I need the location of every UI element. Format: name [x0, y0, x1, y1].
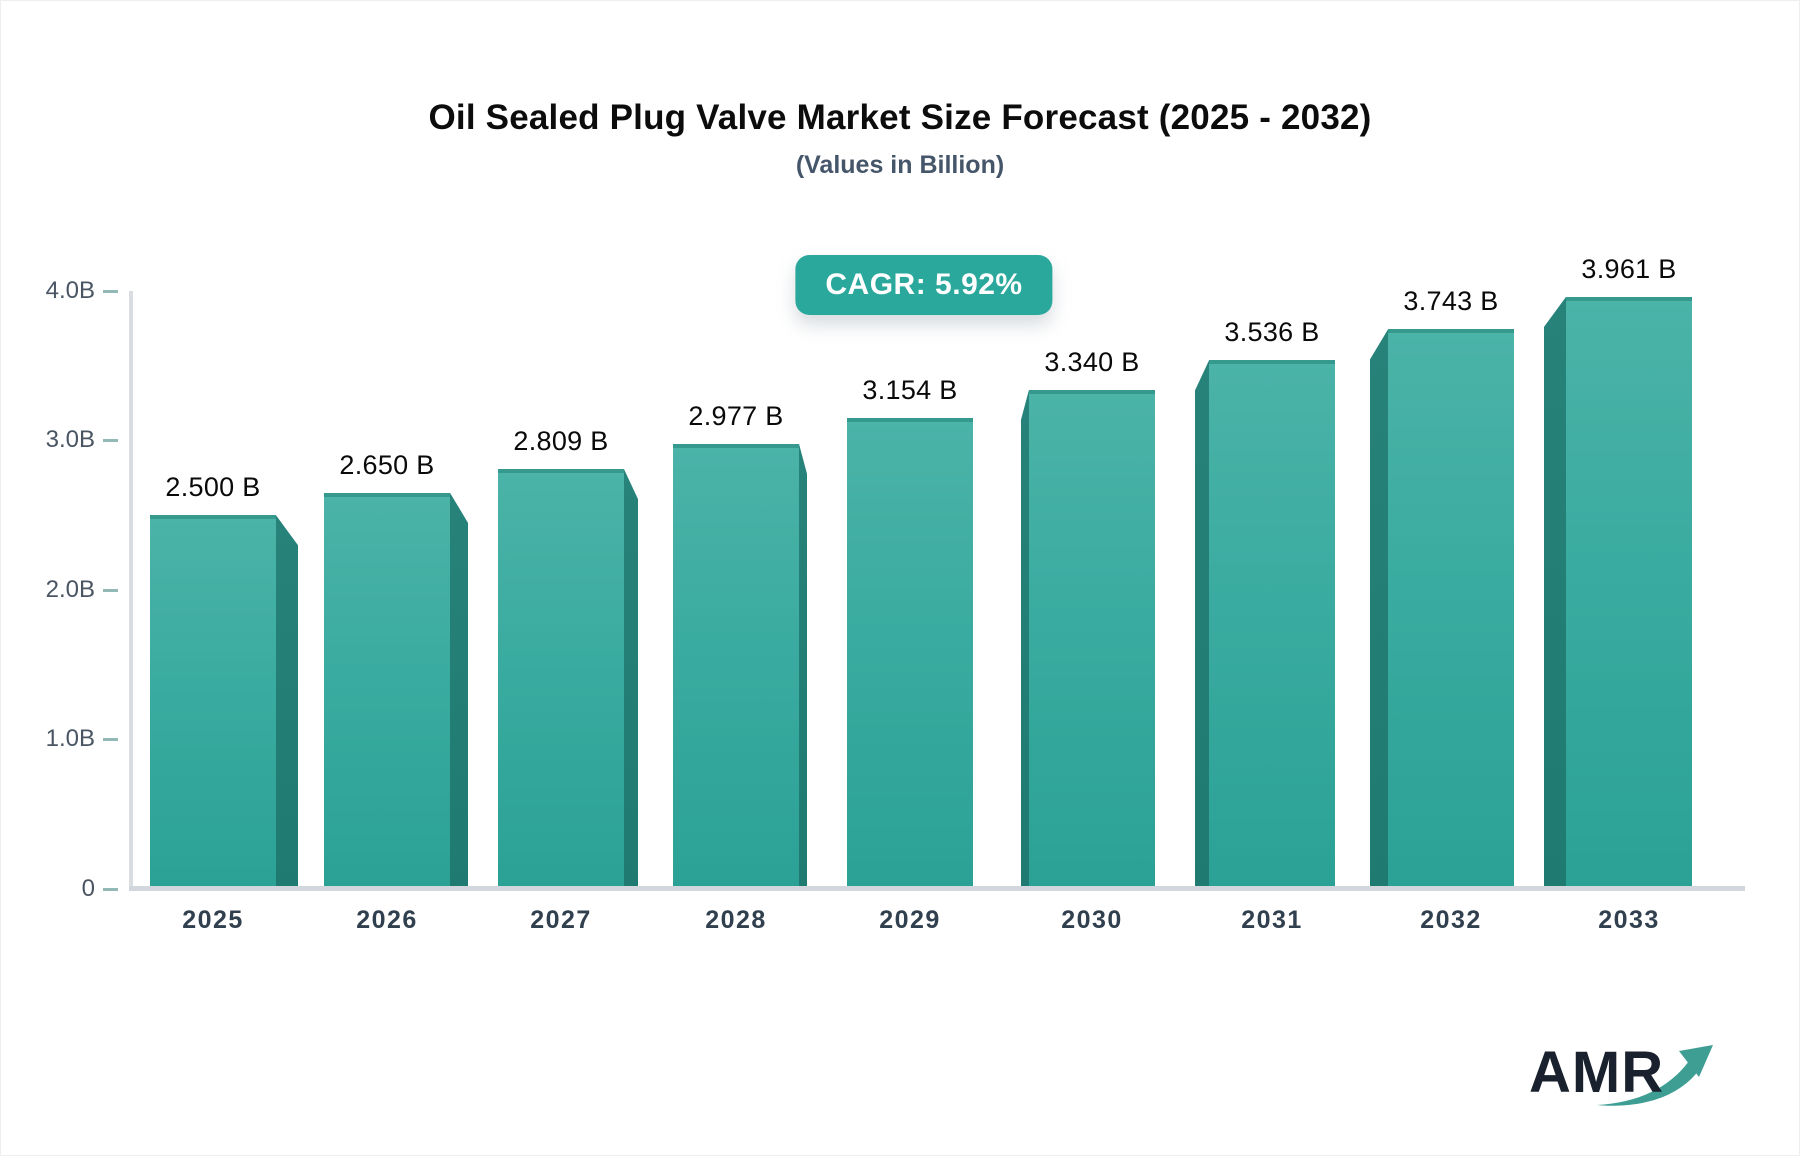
x-tick-label: 2032: [1420, 906, 1482, 934]
bar-shape: [1544, 296, 1694, 889]
bar-shape: [847, 417, 997, 889]
bar-face: [1209, 360, 1335, 889]
y-axis-line: [129, 291, 133, 891]
x-tick-label: 2025: [182, 906, 244, 934]
y-tick-mark: [103, 290, 118, 293]
bar-2026: 2.650 B 2026: [324, 291, 474, 934]
x-tick-label: 2028: [705, 906, 767, 934]
bar-face: [1029, 389, 1155, 889]
growth-arrow-icon: [1597, 1045, 1713, 1106]
bar-shape: [1021, 389, 1171, 889]
bar-side-3d: [799, 443, 807, 889]
bar-side-3d: [1544, 296, 1566, 889]
y-tick-mark: [103, 738, 118, 741]
chart-subtitle: (Values in Billion): [795, 151, 1005, 179]
y-tick-label: 0: [81, 875, 95, 902]
bar-face: [673, 443, 799, 889]
bar-side-3d: [624, 469, 638, 889]
cagr-badge: CAGR: 5.92%: [795, 255, 1053, 315]
chart-title: Oil Sealed Plug Valve Market Size Foreca…: [428, 98, 1372, 137]
bar-2030: 3.340 B 2030: [1021, 291, 1171, 934]
plot-area: 2.500 B 2025 2.650 B 2026 2.809 B 2027 2…: [132, 254, 1762, 934]
y-tick-label: 1.0B: [45, 725, 95, 752]
bar-value-label: 2.977 B: [688, 400, 784, 431]
bar-shape: [673, 443, 823, 889]
x-tick-label: 2029: [879, 906, 941, 934]
y-tick-mark: [103, 589, 118, 592]
x-tick-label: 2027: [530, 906, 592, 934]
bar-2025: 2.500 B 2025: [150, 291, 300, 934]
brand-logo-text: AMR: [1529, 1040, 1665, 1105]
y-tick-label: 2.0B: [45, 576, 95, 603]
bar-value-label: 3.536 B: [1224, 317, 1320, 348]
bar-2032: 3.743 B 2032: [1370, 286, 1520, 934]
bar-face: [1388, 329, 1514, 889]
bar-shape: [1370, 329, 1520, 889]
bar-side-3d: [450, 492, 468, 889]
bar-shape: [150, 515, 300, 889]
y-tick-mark: [103, 888, 118, 891]
bar-value-label: 3.743 B: [1403, 286, 1499, 317]
bar-value-label: 3.340 B: [1044, 346, 1140, 377]
x-tick-label: 2031: [1241, 906, 1303, 934]
bar-value-label: 3.961 B: [1581, 253, 1677, 284]
bar-value-label: 2.650 B: [339, 449, 435, 480]
bar-2029: 3.154 B 2029: [847, 291, 997, 934]
bar-2028: 2.977 B 2028: [673, 291, 823, 934]
x-tick-label: 2033: [1598, 906, 1660, 934]
y-tick-label: 3.0B: [45, 426, 95, 453]
brand-logo: AMR: [1529, 1033, 1759, 1125]
bar-shape: [1195, 360, 1345, 889]
bar-face: [324, 492, 450, 889]
x-axis-line: [129, 886, 1745, 891]
bar-face: [150, 515, 276, 889]
x-tick-label: 2030: [1061, 906, 1123, 934]
bar-face: [1566, 296, 1692, 889]
bar-side-3d: [1195, 360, 1209, 889]
bar-value-label: 3.154 B: [862, 374, 958, 405]
bar-shape: [324, 492, 474, 889]
bar-value-label: 2.809 B: [513, 426, 609, 457]
y-tick-label: 4.0B: [45, 277, 95, 304]
bar-face: [847, 417, 973, 889]
bar-value-label: 2.500 B: [165, 472, 261, 503]
bar-side-3d: [276, 515, 298, 889]
bar-side-3d: [1370, 329, 1388, 889]
bar-face: [498, 469, 624, 889]
x-tick-label: 2026: [356, 906, 418, 934]
bar-2033: 3.961 B 2033: [1544, 254, 1694, 934]
y-tick-mark: [103, 439, 118, 442]
bar-shape: [498, 469, 648, 889]
bar-2031: 3.536 B 2031: [1195, 291, 1345, 934]
bar-2027: 2.809 B 2027: [498, 291, 648, 934]
bar-side-3d: [1021, 389, 1029, 889]
